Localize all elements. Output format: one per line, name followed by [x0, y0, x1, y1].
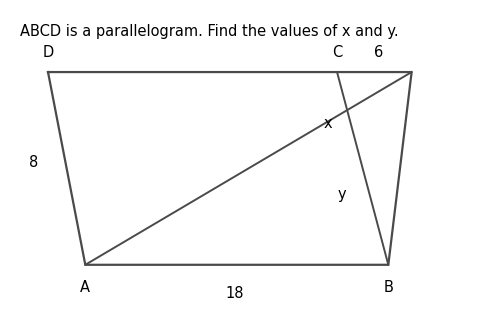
Text: x: x — [323, 116, 332, 131]
Text: 8: 8 — [29, 155, 39, 169]
Text: A: A — [80, 280, 90, 295]
Text: y: y — [337, 187, 346, 202]
Text: 6: 6 — [374, 45, 383, 60]
Text: 18: 18 — [225, 286, 244, 301]
Text: B: B — [383, 280, 393, 295]
Text: ABCD is a parallelogram. Find the values of x and y.: ABCD is a parallelogram. Find the values… — [20, 24, 399, 39]
Text: D: D — [42, 45, 53, 60]
Text: C: C — [332, 45, 342, 60]
